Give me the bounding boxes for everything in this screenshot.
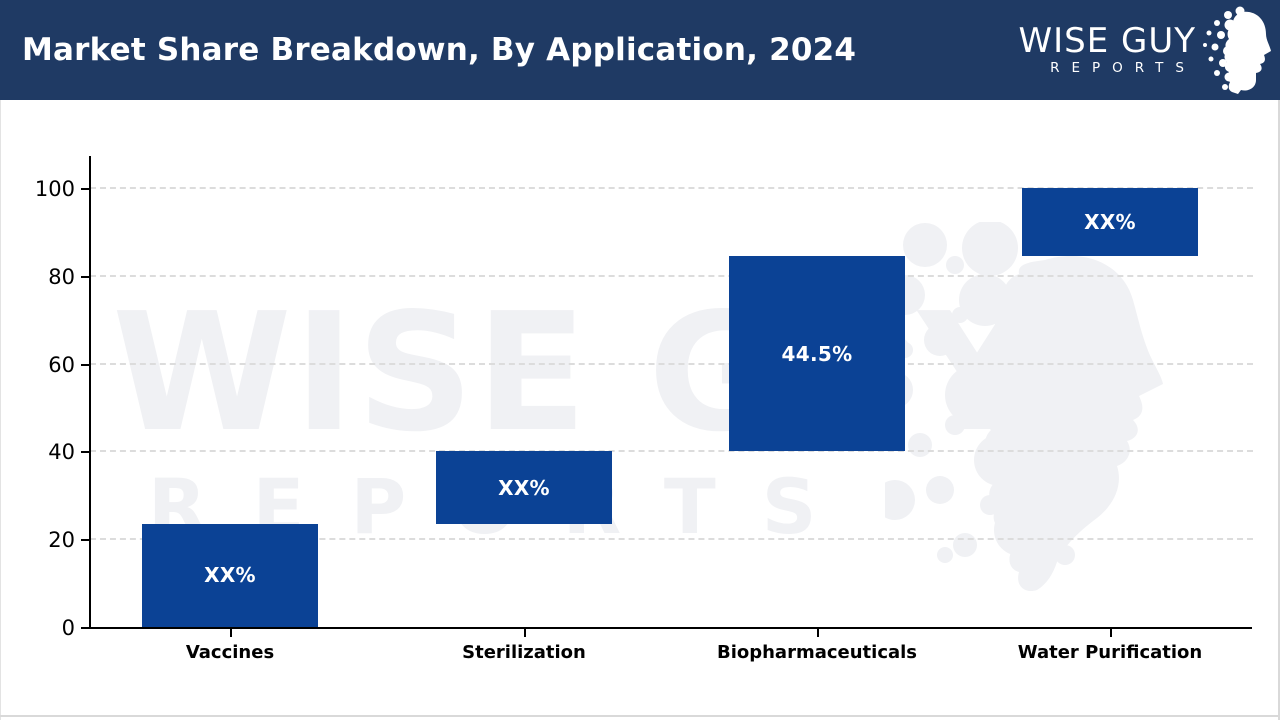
x-category-label: Water Purification: [1017, 642, 1203, 663]
gridline-y-60: [90, 362, 1253, 365]
bar-value-label: XX%: [204, 563, 256, 588]
watermark-face-icon: [885, 222, 1163, 592]
bar-vaccines: XX%: [142, 523, 318, 627]
gridline-y-20: [90, 538, 1253, 541]
y-tick-80: [81, 275, 89, 278]
watermark-text: WISE GUY REPORTS: [112, 292, 1112, 545]
y-axis-spine: [89, 156, 91, 629]
x-axis-spine: [89, 627, 1252, 629]
gridline-y-40: [90, 450, 1253, 453]
brand-name: WISE GUY: [1018, 21, 1196, 62]
bar-biopharmaceuticals: 44.5%: [729, 256, 905, 452]
left-border: [0, 100, 1, 720]
y-tick-0: [81, 627, 89, 629]
chart-title: Market Share Breakdown, By Application, …: [22, 32, 857, 68]
y-tick-20: [81, 539, 89, 542]
bar-value-label: 44.5%: [781, 341, 853, 366]
right-border: [1278, 100, 1280, 720]
x-category-label: Vaccines: [185, 642, 275, 663]
y-tick-label-40: 40: [48, 440, 75, 465]
header-band: Market Share Breakdown, By Application, …: [0, 0, 1280, 100]
x-category-label: Sterilization: [462, 642, 586, 663]
x-tick-3: [1110, 629, 1112, 637]
bar-water-purification: XX%: [1022, 188, 1198, 257]
y-tick-60: [81, 363, 89, 366]
y-tick-40: [81, 451, 89, 454]
gridline-y-100: [90, 187, 1253, 189]
y-tick-label-60: 60: [48, 352, 75, 377]
plot-area: WISE GUY REPORTS XX% XX% 44.5% XX% 0 20 40 60 80…: [0, 100, 1280, 720]
bottom-border: [0, 715, 1280, 717]
x-tick-1: [524, 629, 526, 637]
x-tick-0: [230, 629, 232, 637]
bar-value-label: XX%: [1084, 210, 1136, 235]
y-tick-label-20: 20: [48, 528, 75, 553]
gridline-y-80: [90, 274, 1253, 277]
bar-value-label: XX%: [498, 475, 550, 500]
brand-face-icon: [1203, 6, 1271, 94]
y-tick-label-100: 100: [34, 177, 75, 201]
x-tick-2: [817, 629, 819, 637]
y-tick-label-80: 80: [48, 264, 75, 289]
y-tick-100: [81, 188, 89, 190]
bar-sterilization: XX%: [436, 451, 612, 524]
brand-subtitle: REPORTS: [1050, 60, 1196, 77]
brand-logo-text: WISE GUY REPORTS: [1018, 24, 1196, 76]
y-tick-label-0: 0: [61, 616, 75, 640]
brand-logo: WISE GUY REPORTS: [1018, 0, 1272, 100]
x-category-label: Biopharmaceuticals: [716, 642, 918, 663]
watermark-brand-name: WISE GUY: [112, 279, 1039, 468]
